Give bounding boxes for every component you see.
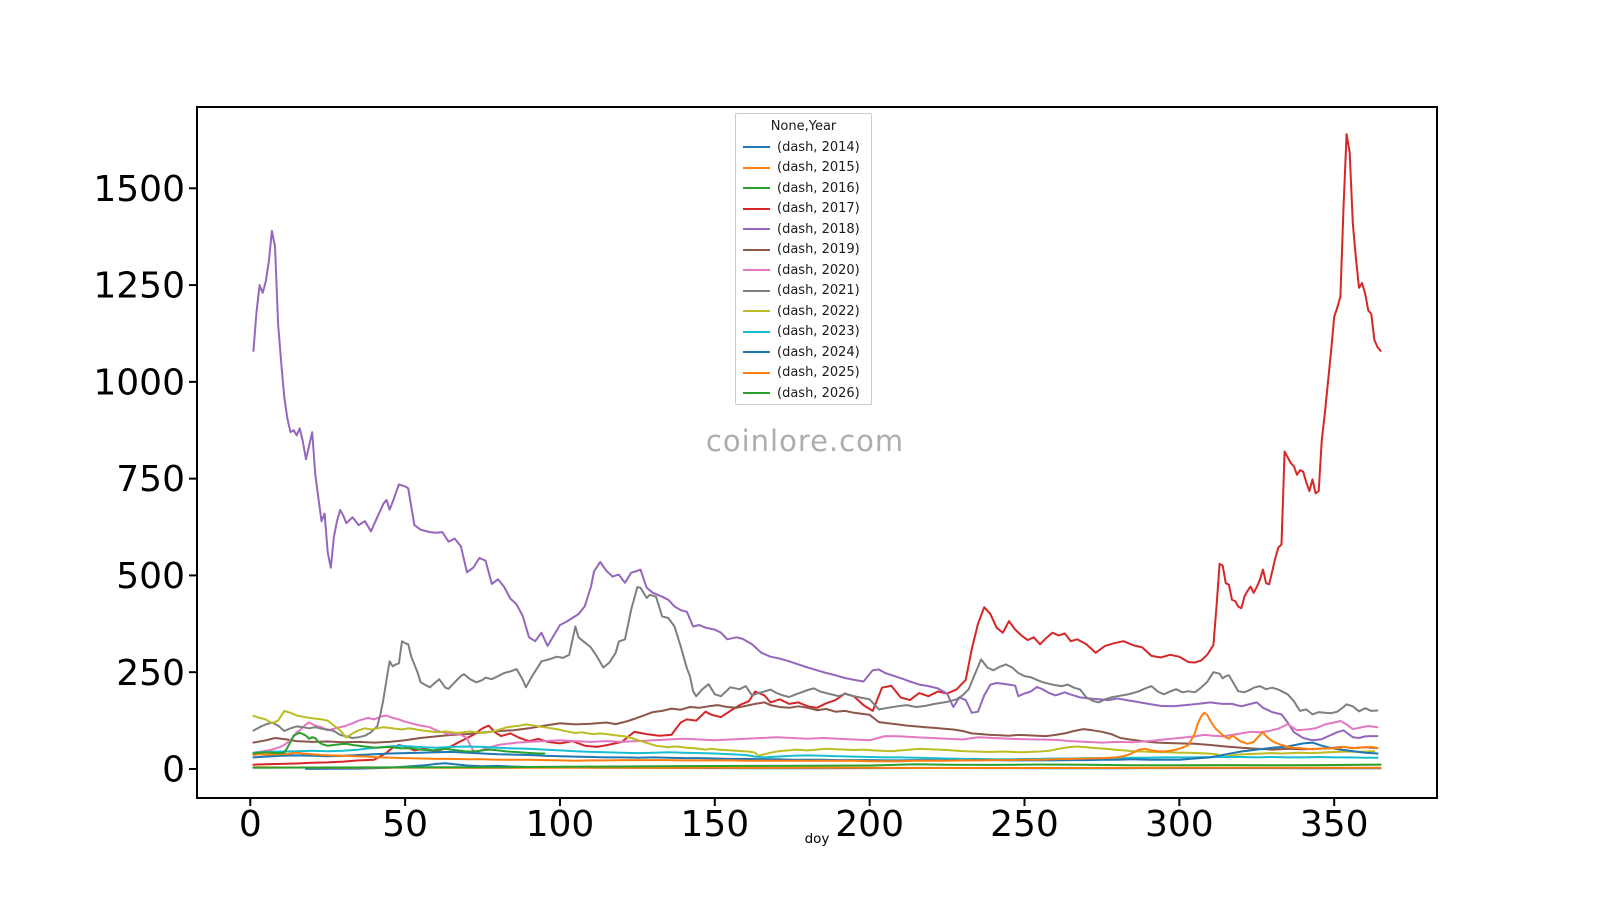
legend-swatch-dash-2017 xyxy=(743,207,770,210)
y-tick-label: 250 xyxy=(116,653,185,694)
legend-item-dash-2024: (dash, 2024) xyxy=(736,342,871,363)
legend-item-dash-2015: (dash, 2015) xyxy=(736,158,871,179)
legend-swatch-dash-2026 xyxy=(743,392,770,395)
legend-label-dash-2026: (dash, 2026) xyxy=(777,385,860,401)
x-tick-label: 150 xyxy=(680,804,749,845)
legend-swatch-dash-2021 xyxy=(743,289,770,292)
series-line-dash-2018 xyxy=(252,229,1379,742)
legend-item-dash-2022: (dash, 2022) xyxy=(736,301,871,322)
x-tick-label: 250 xyxy=(990,804,1059,845)
x-tick-label: 100 xyxy=(526,804,595,845)
x-axis-label: doy xyxy=(804,831,830,847)
legend-label-dash-2018: (dash, 2018) xyxy=(777,221,860,237)
x-tick-label: 300 xyxy=(1145,804,1214,845)
legend-item-dash-2017: (dash, 2017) xyxy=(736,199,871,220)
legend-label-dash-2015: (dash, 2015) xyxy=(777,160,860,176)
legend-item-dash-2014: (dash, 2014) xyxy=(736,137,871,158)
legend-swatch-dash-2020 xyxy=(743,269,770,272)
y-tick-label: 500 xyxy=(116,556,185,597)
series-line-dash-2023 xyxy=(252,744,1379,761)
legend-item-dash-2023: (dash, 2023) xyxy=(736,322,871,343)
legend-swatch-dash-2019 xyxy=(743,248,770,251)
series-line-dash-2026 xyxy=(252,731,546,755)
legend: None,Year (dash, 2014) (dash, 2015) (dash,… xyxy=(735,113,872,405)
legend-label-dash-2017: (dash, 2017) xyxy=(777,201,860,217)
y-tick-label: 1250 xyxy=(93,266,185,307)
x-tick-label: 50 xyxy=(382,804,428,845)
legend-label-dash-2014: (dash, 2014) xyxy=(777,139,860,155)
legend-items: (dash, 2014) (dash, 2015) (dash, 2016) (das… xyxy=(736,137,871,404)
legend-swatch-dash-2014 xyxy=(743,146,770,149)
legend-label-dash-2021: (dash, 2021) xyxy=(777,283,860,299)
legend-label-dash-2016: (dash, 2016) xyxy=(777,180,860,196)
legend-item-dash-2019: (dash, 2019) xyxy=(736,240,871,261)
legend-item-dash-2021: (dash, 2021) xyxy=(736,281,871,302)
legend-item-dash-2016: (dash, 2016) xyxy=(736,178,871,199)
legend-swatch-dash-2024 xyxy=(743,351,770,354)
legend-item-dash-2026: (dash, 2026) xyxy=(736,383,871,404)
legend-label-dash-2025: (dash, 2025) xyxy=(777,365,860,381)
x-tick-label: 350 xyxy=(1300,804,1369,845)
legend-swatch-dash-2023 xyxy=(743,330,770,333)
legend-label-dash-2022: (dash, 2022) xyxy=(777,303,860,319)
plot-border xyxy=(196,106,1438,799)
y-tick-label: 750 xyxy=(116,459,185,500)
legend-label-dash-2019: (dash, 2019) xyxy=(777,242,860,258)
legend-item-dash-2020: (dash, 2020) xyxy=(736,260,871,281)
legend-swatch-dash-2016 xyxy=(743,187,770,190)
legend-swatch-dash-2025 xyxy=(743,371,770,374)
watermark: coinlore.com xyxy=(705,424,905,458)
series-line-dash-2024 xyxy=(252,741,1379,762)
legend-swatch-dash-2018 xyxy=(743,228,770,231)
legend-label-dash-2024: (dash, 2024) xyxy=(777,344,860,360)
x-tick-label: 200 xyxy=(835,804,904,845)
legend-title: None,Year xyxy=(770,119,837,134)
series-line-dash-2021 xyxy=(252,586,1379,739)
series-line-dash-2025 xyxy=(252,711,1379,763)
series-line-dash-2016 xyxy=(252,763,1382,769)
legend-label-dash-2023: (dash, 2023) xyxy=(777,324,860,340)
legend-swatch-dash-2015 xyxy=(743,166,770,169)
series-line-dash-2022 xyxy=(252,709,1376,758)
legend-item-dash-2018: (dash, 2018) xyxy=(736,219,871,240)
y-tick-label: 1000 xyxy=(93,362,185,403)
series-line-dash-2017 xyxy=(252,133,1382,766)
legend-label-dash-2020: (dash, 2020) xyxy=(777,262,860,278)
x-tick-label: 0 xyxy=(239,804,262,845)
legend-swatch-dash-2022 xyxy=(743,310,770,313)
y-tick-label: 0 xyxy=(162,750,185,791)
y-tick-label: 1500 xyxy=(93,169,185,210)
legend-item-dash-2025: (dash, 2025) xyxy=(736,363,871,384)
